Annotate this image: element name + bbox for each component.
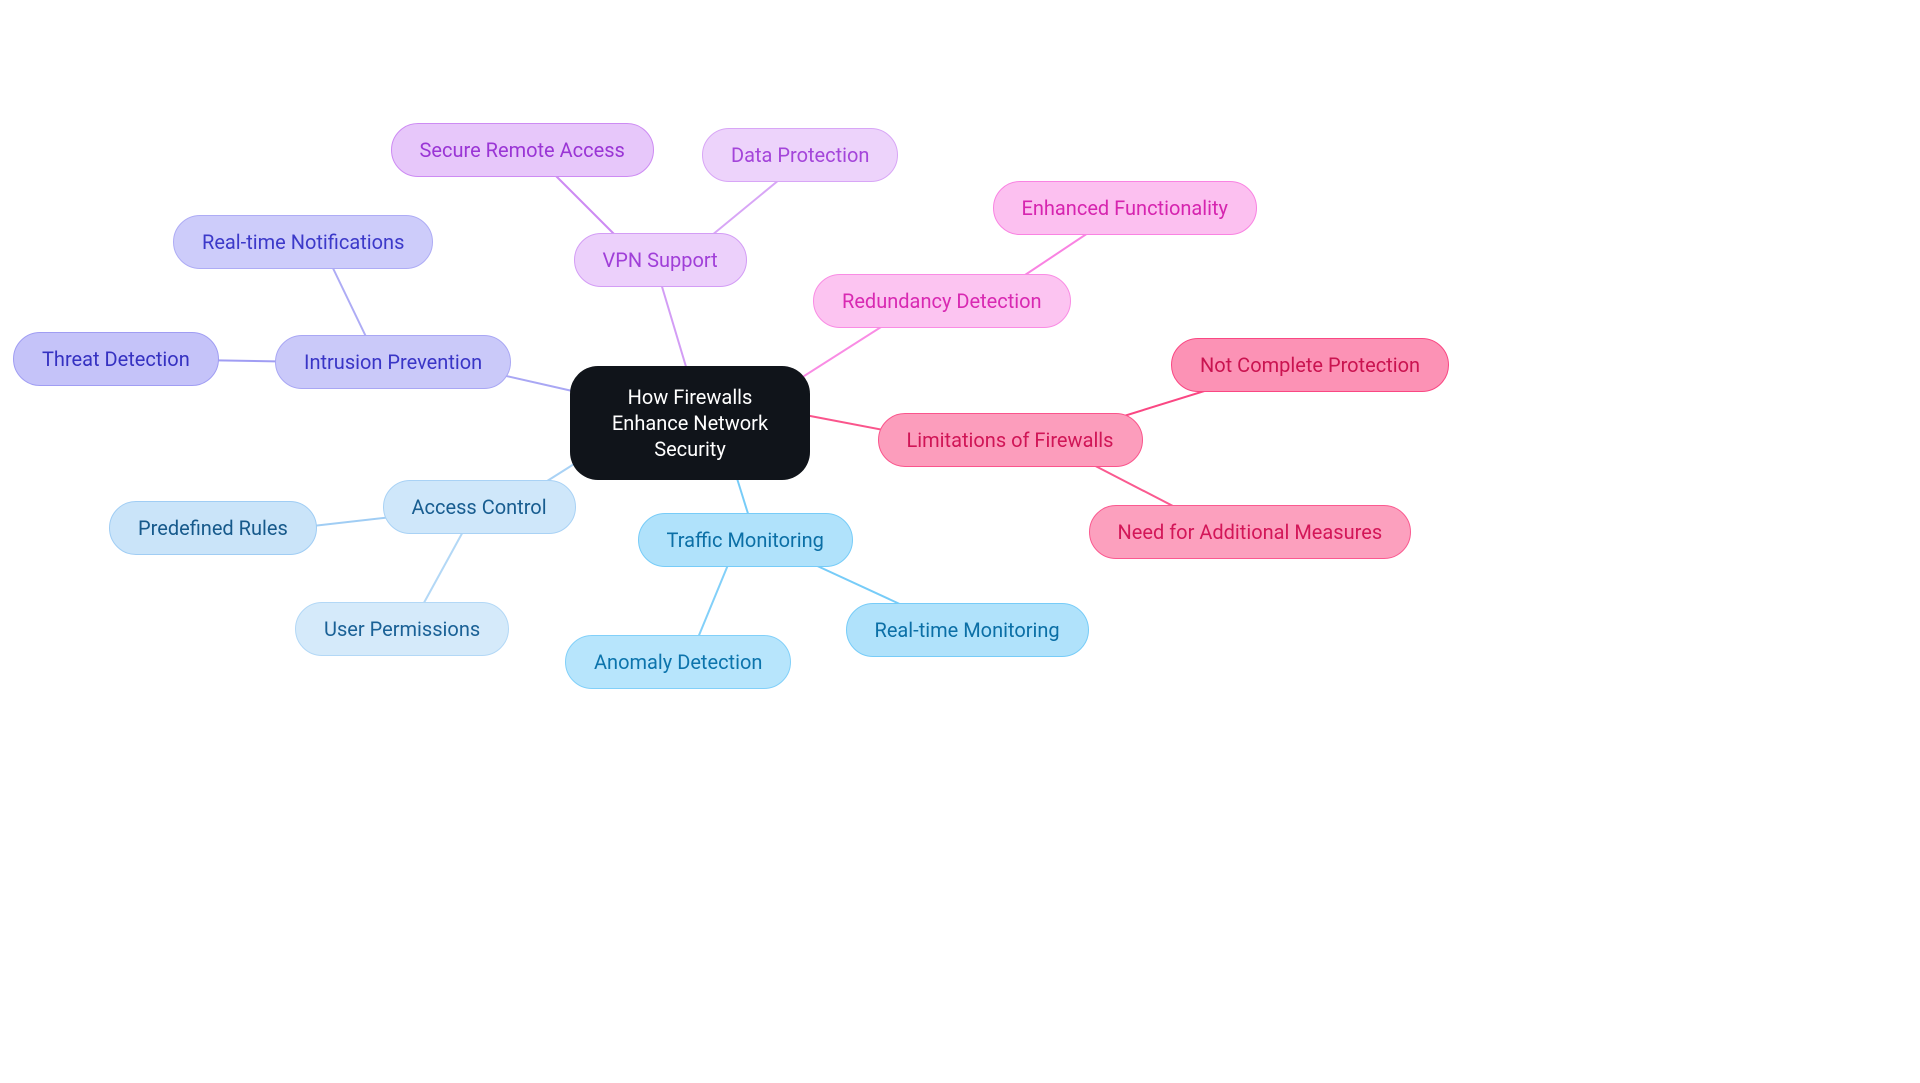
child-not-complete: Not Complete Protection [1171,338,1449,392]
branch-redundancy: Redundancy Detection [813,274,1071,328]
child-need-additional: Need for Additional Measures [1089,505,1412,559]
child-predefined: Predefined Rules [109,501,317,555]
branch-access: Access Control [383,480,576,534]
center-node: How Firewalls Enhance Network Security [570,366,810,480]
child-data-protection: Data Protection [702,128,898,182]
child-secure-remote: Secure Remote Access [391,123,654,177]
child-user-perm: User Permissions [295,602,509,656]
child-threat: Threat Detection [13,332,219,386]
branch-intrusion: Intrusion Prevention [275,335,511,389]
child-realtime-notif: Real-time Notifications [173,215,433,269]
child-anomaly: Anomaly Detection [565,635,791,689]
branch-vpn: VPN Support [574,233,747,287]
child-enhanced-func: Enhanced Functionality [993,181,1258,235]
branch-traffic: Traffic Monitoring [638,513,853,567]
child-realtime-mon: Real-time Monitoring [846,603,1089,657]
branch-limitations: Limitations of Firewalls [878,413,1143,467]
